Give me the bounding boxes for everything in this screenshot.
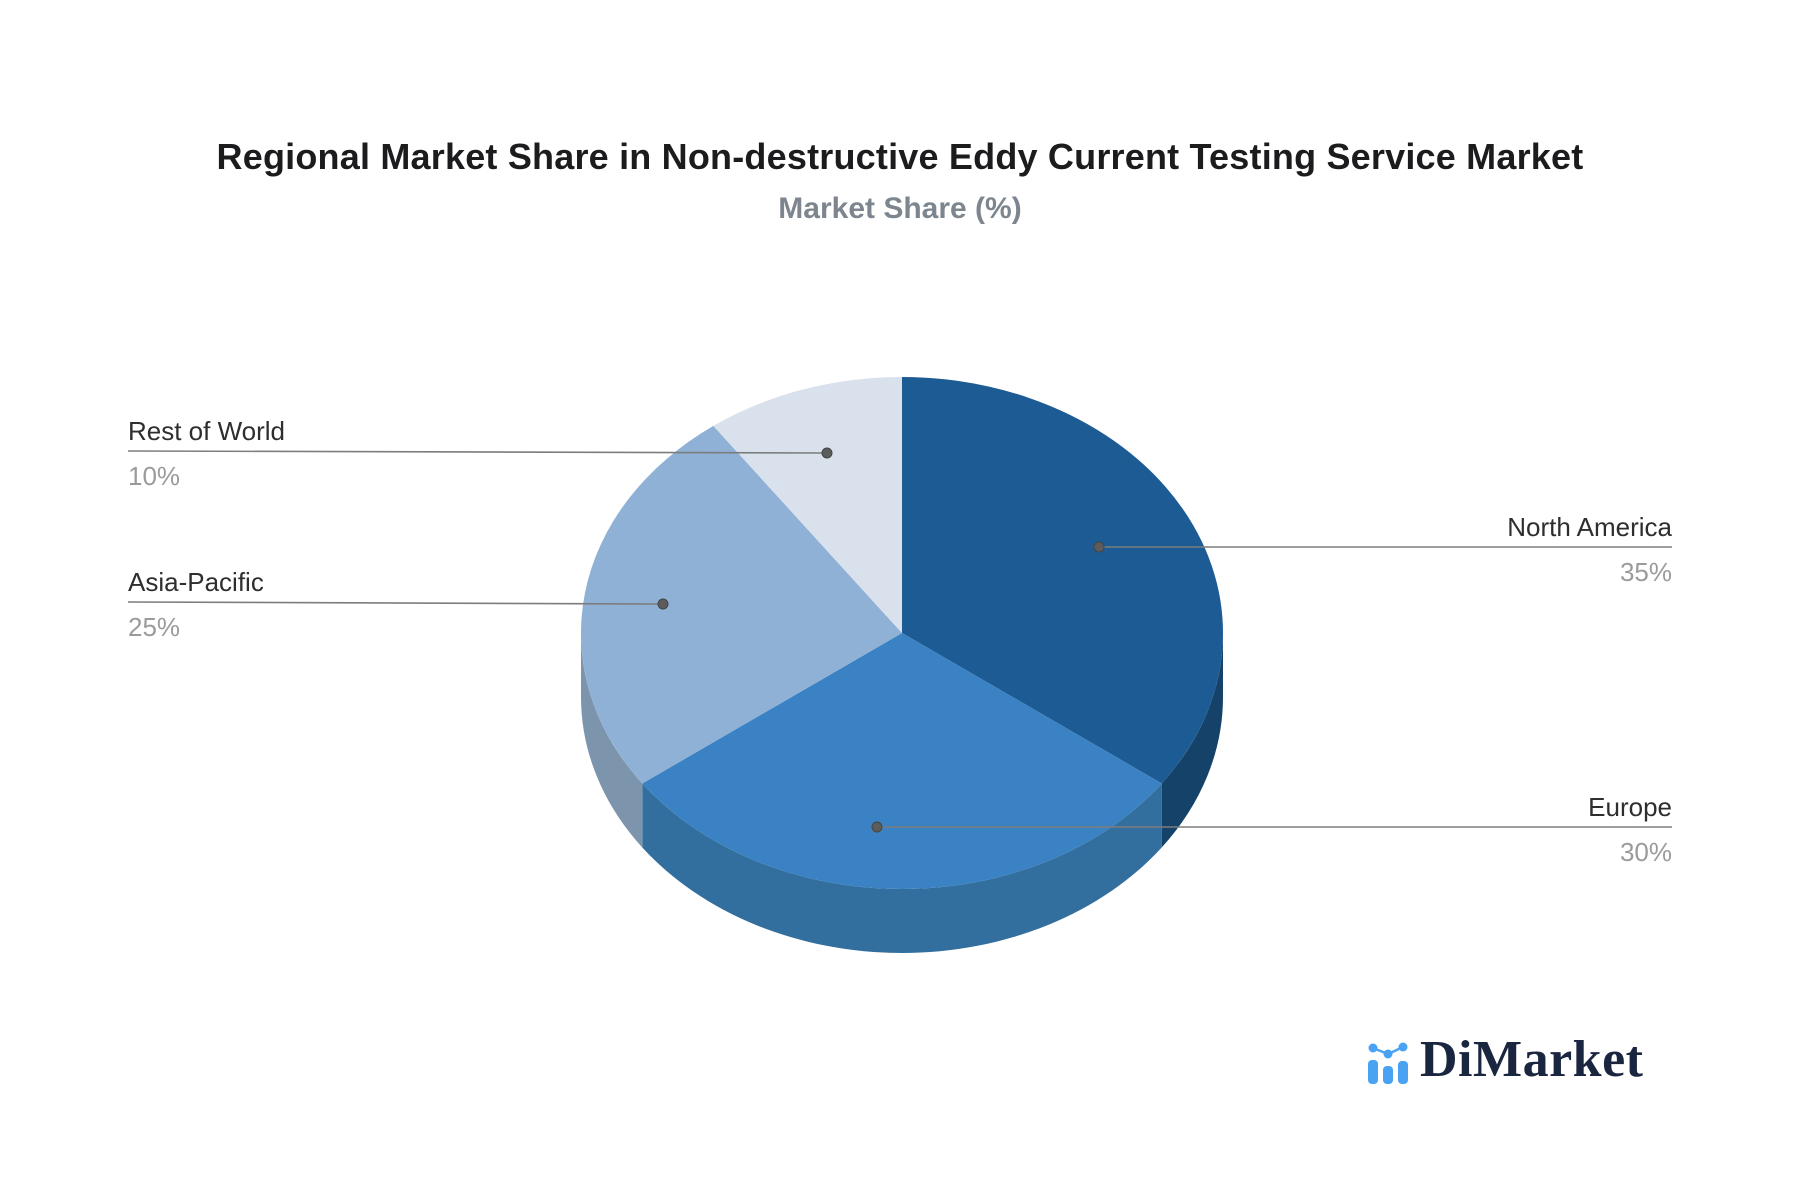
- leader-line-asia-pacific: [127, 601, 664, 605]
- logo-text: DiMarket: [1420, 1031, 1644, 1088]
- slice-label-north-america: North America: [1507, 512, 1672, 542]
- pie-slice-side-north-america: [1161, 633, 1223, 848]
- leader-dot-europe: [871, 821, 883, 833]
- leader-dot-asia-pacific: [657, 598, 669, 610]
- slice-percent-asia-pacific: 25%: [128, 612, 181, 642]
- bar-icon: [1398, 1061, 1408, 1084]
- pie-slice-north-america[interactable]: [902, 377, 1223, 784]
- sparkline-dot: [1398, 1042, 1408, 1052]
- leader-dot-rest-of-world: [821, 447, 833, 459]
- pie-slice-side-europe: [642, 783, 1162, 953]
- bar-icon: [1383, 1066, 1393, 1084]
- pie-slice-europe[interactable]: [642, 633, 1162, 889]
- leader-line-rest-of-world: [127, 450, 828, 454]
- sparkline-dot: [1368, 1043, 1378, 1053]
- slice-label-asia-pacific: Asia-Pacific: [128, 567, 264, 597]
- bar-icon: [1368, 1060, 1378, 1084]
- pie-slice-rest-of-world[interactable]: [713, 377, 902, 633]
- chart-subtitle: Market Share (%): [778, 192, 1022, 225]
- slice-percent-rest-of-world: 10%: [128, 461, 181, 491]
- slice-percent-north-america: 35%: [1619, 557, 1672, 587]
- leader-dot-north-america: [1093, 541, 1105, 553]
- slice-label-rest-of-world: Rest of World: [128, 416, 286, 446]
- bar-chart-sparkline-icon: [1368, 1042, 1408, 1084]
- slice-percent-europe: 30%: [1619, 837, 1672, 867]
- sparkline-dot: [1383, 1049, 1393, 1059]
- pie-slice-side-asia-pacific: [581, 633, 643, 848]
- dimarket-logo: DiMarket: [1358, 1034, 1643, 1086]
- slice-label-europe: Europe: [1588, 792, 1672, 822]
- pie-slice-asia-pacific[interactable]: [581, 425, 902, 784]
- chart-title: Regional Market Share in Non-destructive…: [216, 136, 1584, 177]
